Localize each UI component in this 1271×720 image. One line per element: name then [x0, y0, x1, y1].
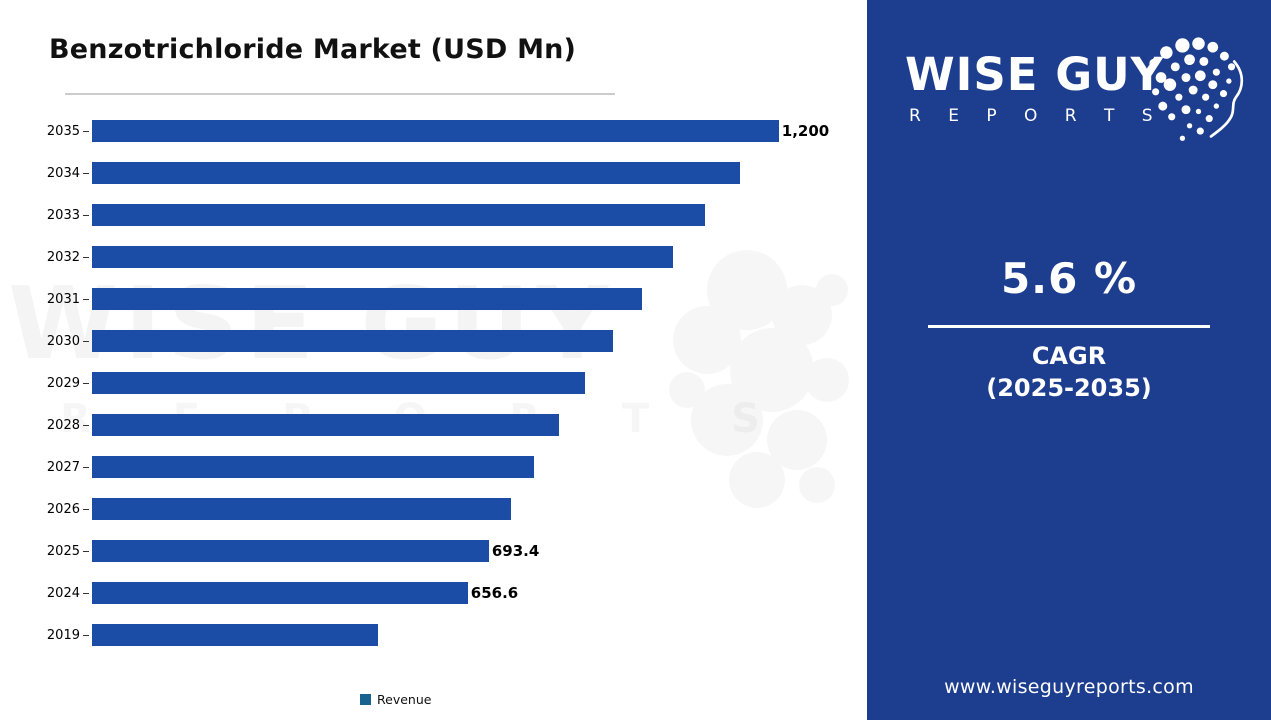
y-axis-label: 2034 [46, 165, 80, 181]
bar-area [92, 414, 836, 436]
bar-row: 2028 [36, 404, 836, 446]
bar-value-label: 693.4 [491, 542, 540, 560]
y-axis-label: 2026 [46, 501, 80, 517]
bar-value-label: 656.6 [470, 584, 519, 602]
bar-area [92, 498, 836, 520]
logo-text-reports: R E P O R T S [909, 106, 1164, 126]
y-axis-label: 2031 [46, 291, 80, 307]
axis-tick [83, 634, 89, 636]
title-divider [65, 93, 615, 95]
bar-area: 656.6 [92, 582, 836, 604]
bar-area [92, 162, 836, 184]
axis-tick [83, 424, 89, 426]
logo-text-wiseguy: WISE GUY [905, 48, 1165, 101]
legend-label: Revenue [377, 692, 432, 707]
revenue-bar [92, 288, 643, 310]
y-axis-label: 2030 [46, 333, 80, 349]
revenue-bar [92, 624, 379, 646]
chart-title: Benzotrichloride Market (USD Mn) [49, 34, 577, 65]
axis-tick [83, 466, 89, 468]
bar-area [92, 204, 836, 226]
axis-tick [83, 592, 89, 594]
axis-tick [83, 256, 89, 258]
y-axis-label: 2027 [46, 459, 80, 475]
axis-tick [83, 550, 89, 552]
axis-tick [83, 508, 89, 510]
bar-row: 2019 [36, 614, 836, 656]
bar-chart: 2035 1,200 2034 2033 2032 2031 2030 2029 2028 202… [36, 110, 836, 656]
legend: Revenue [360, 692, 431, 707]
revenue-bar [92, 372, 586, 394]
bar-row: 2027 [36, 446, 836, 488]
revenue-bar [92, 540, 489, 562]
dotted-head-icon [1149, 37, 1244, 141]
axis-tick [83, 382, 89, 384]
axis-tick [83, 340, 89, 342]
legend-swatch [360, 694, 371, 705]
cagr-label-line2: (2025-2035) [986, 374, 1152, 403]
bar-area: 693.4 [92, 540, 836, 562]
bar-area [92, 288, 836, 310]
bar-value-label: 1,200 [781, 122, 830, 140]
bar-area [92, 456, 836, 478]
revenue-bar [92, 120, 779, 142]
bar-row: 2033 [36, 194, 836, 236]
revenue-bar [92, 582, 468, 604]
bar-row: 2031 [36, 278, 836, 320]
y-axis-label: 2028 [46, 417, 80, 433]
axis-tick [83, 298, 89, 300]
cagr-value: 5.6 % [1000, 254, 1138, 303]
revenue-bar [92, 246, 673, 268]
y-axis-label: 2024 [46, 585, 80, 601]
revenue-bar [92, 498, 512, 520]
y-axis-label: 2035 [46, 123, 80, 139]
revenue-bar [92, 330, 613, 352]
bar-row: 2025 693.4 [36, 530, 836, 572]
bar-area [92, 624, 836, 646]
sidebar: WISE GUY R E P O R T S [867, 0, 1271, 720]
revenue-bar [92, 414, 560, 436]
wiseguy-logo: WISE GUY R E P O R T S [905, 37, 1244, 173]
cagr-label: CAGR (2025-2035) [867, 340, 1271, 405]
bar-area [92, 372, 836, 394]
revenue-bar [92, 162, 740, 184]
axis-tick [83, 172, 89, 174]
revenue-bar [92, 456, 535, 478]
bar-row: 2032 [36, 236, 836, 278]
chart-panel: Benzotrichloride Market (USD Mn) WISE GU… [8, 34, 836, 707]
bar-area [92, 246, 836, 268]
bar-row: 2030 [36, 320, 836, 362]
y-axis-label: 2019 [46, 627, 80, 643]
bar-row: 2029 [36, 362, 836, 404]
axis-tick [83, 214, 89, 216]
cagr-divider [928, 325, 1210, 328]
y-axis-label: 2033 [46, 207, 80, 223]
bar-row: 2035 1,200 [36, 110, 836, 152]
axis-tick [83, 130, 89, 132]
bar-row: 2034 [36, 152, 836, 194]
bar-area: 1,200 [92, 120, 836, 142]
bar-area [92, 330, 836, 352]
y-axis-label: 2025 [46, 543, 80, 559]
y-axis-label: 2029 [46, 375, 80, 391]
cagr-label-line1: CAGR [1031, 342, 1107, 370]
website-url[interactable]: www.wiseguyreports.com [944, 676, 1194, 698]
bar-row: 2024 656.6 [36, 572, 836, 614]
revenue-bar [92, 204, 706, 226]
bar-row: 2026 [36, 488, 836, 530]
y-axis-label: 2032 [46, 249, 80, 265]
